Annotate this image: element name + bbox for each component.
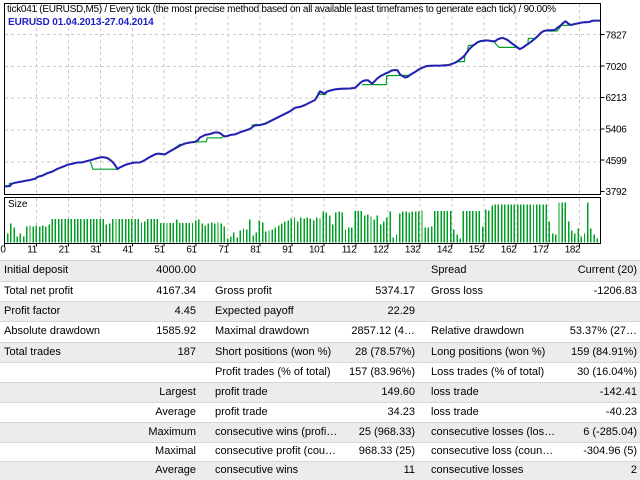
svg-text:101: 101: [309, 245, 325, 256]
svg-text:162: 162: [501, 245, 517, 256]
svg-text:71: 71: [218, 245, 229, 256]
svg-text:51: 51: [154, 245, 165, 256]
svg-text:3792: 3792: [606, 187, 628, 198]
svg-text:31: 31: [90, 245, 101, 256]
svg-text:6213: 6213: [606, 93, 628, 104]
svg-text:61: 61: [186, 245, 197, 256]
svg-text:41: 41: [122, 245, 133, 256]
svg-text:7827: 7827: [606, 30, 628, 41]
svg-text:4599: 4599: [606, 156, 628, 167]
svg-text:172: 172: [533, 245, 549, 256]
svg-text:112: 112: [342, 245, 358, 256]
svg-text:5406: 5406: [606, 125, 628, 136]
svg-text:21: 21: [59, 245, 70, 256]
svg-text:132: 132: [405, 245, 421, 256]
svg-text:152: 152: [469, 245, 485, 256]
svg-text:11: 11: [27, 245, 37, 256]
svg-text:91: 91: [282, 245, 293, 256]
svg-text:142: 142: [437, 245, 453, 256]
svg-text:7020: 7020: [606, 62, 628, 73]
svg-text:0: 0: [0, 245, 6, 256]
svg-text:122: 122: [373, 245, 389, 256]
svg-text:182: 182: [565, 245, 581, 256]
svg-text:81: 81: [250, 245, 261, 256]
